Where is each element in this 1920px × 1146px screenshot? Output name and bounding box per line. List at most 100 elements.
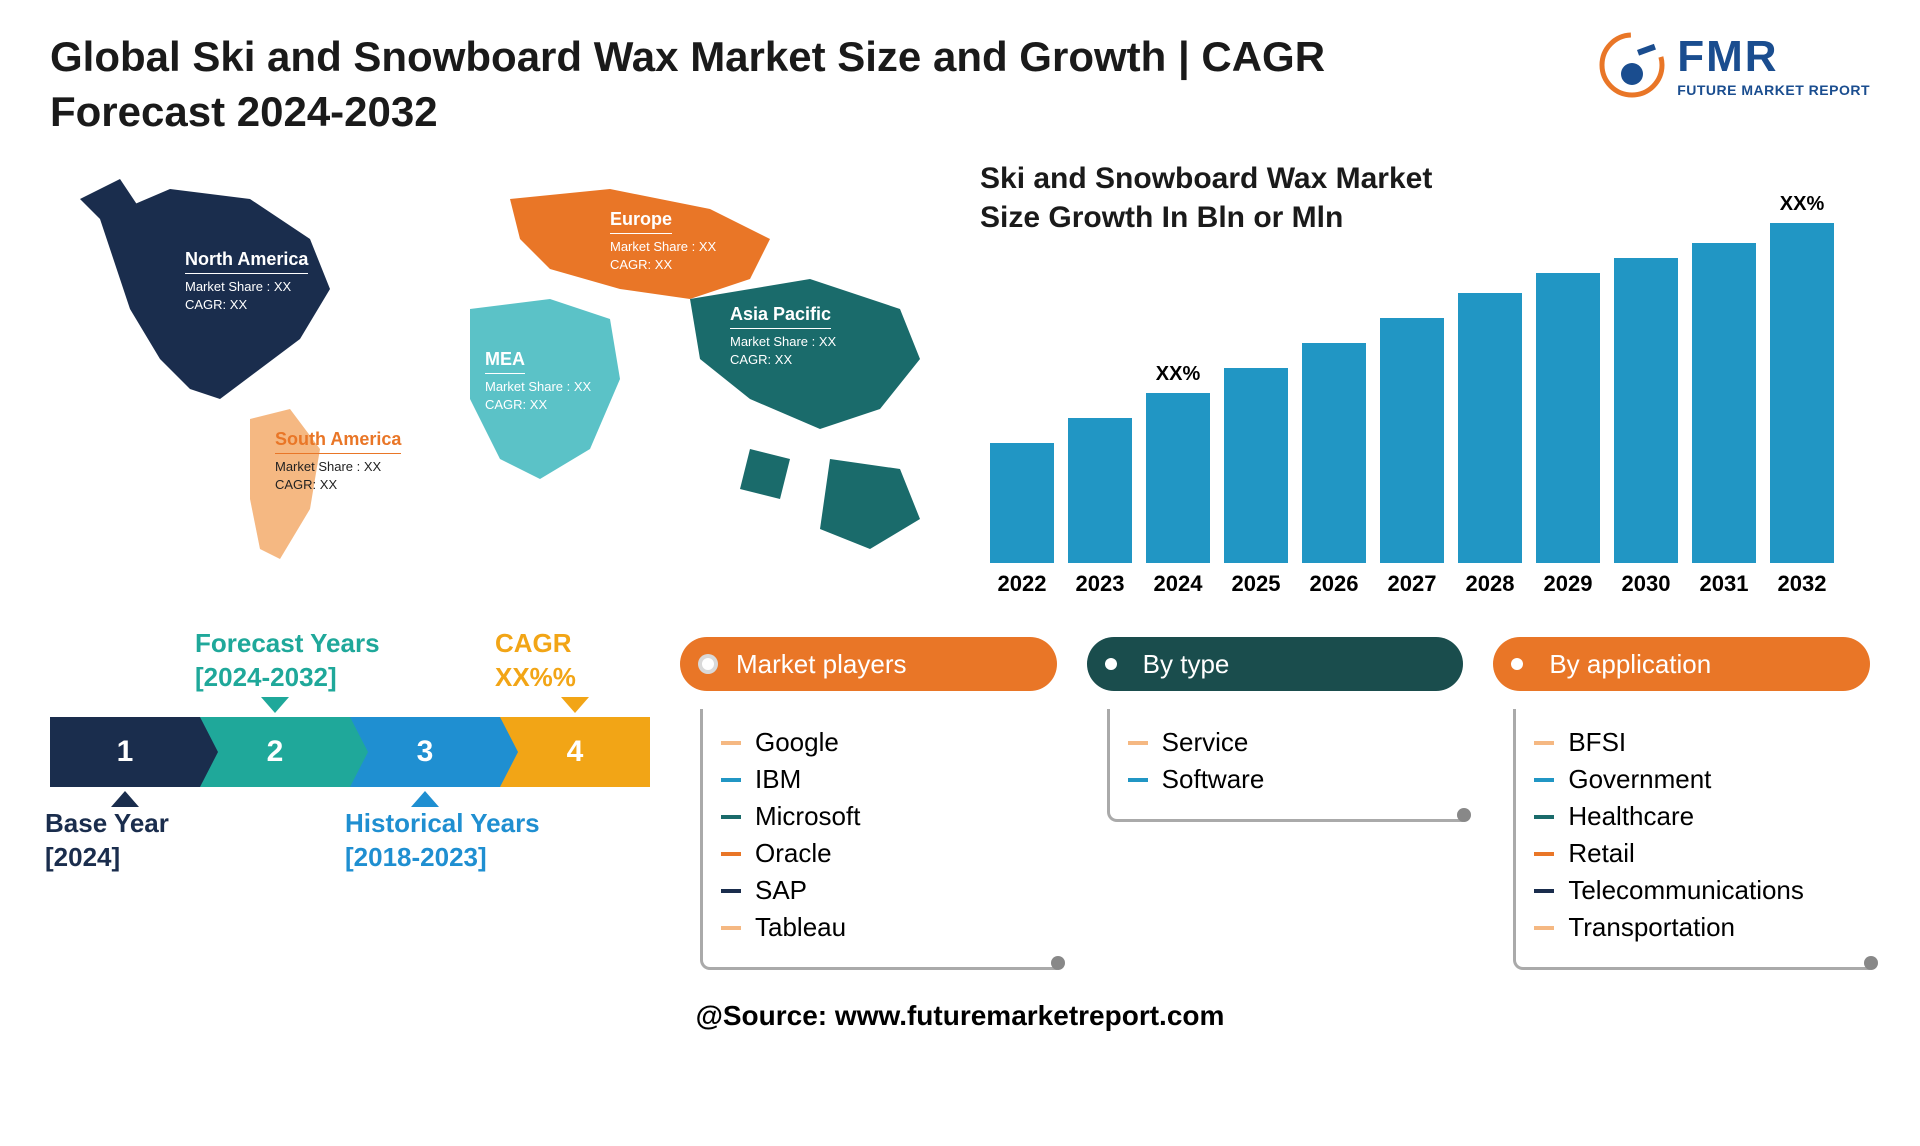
bar-year-label: 2023 — [1076, 571, 1125, 597]
list-item: Telecommunications — [1534, 875, 1870, 906]
bar-col: 2028 — [1458, 293, 1522, 597]
tick-icon — [721, 778, 741, 782]
timeline-label: Forecast Years[2024-2032] — [195, 627, 380, 695]
list-item-label: Transportation — [1568, 912, 1735, 943]
timeline-label: CAGRXX%% — [495, 627, 576, 695]
list-item: IBM — [721, 764, 1057, 795]
bar-annotation: XX% — [1780, 193, 1824, 216]
bar — [1458, 293, 1522, 563]
list-item: Retail — [1534, 838, 1870, 869]
timeline-arrow-icon — [111, 791, 139, 807]
by-type-section: By type Service Software — [1087, 637, 1464, 970]
list-item: SAP — [721, 875, 1057, 906]
bar-col: 2027 — [1380, 318, 1444, 597]
bar-year-label: 2030 — [1622, 571, 1671, 597]
bar — [1692, 243, 1756, 563]
tick-icon — [1534, 926, 1554, 930]
tick-icon — [1534, 778, 1554, 782]
bar: XX% — [1770, 223, 1834, 563]
timeline: 1234 Base Year[2024]Forecast Years[2024-… — [50, 637, 650, 970]
bar — [990, 443, 1054, 563]
list-item-label: Retail — [1568, 838, 1634, 869]
list-item: BFSI — [1534, 727, 1870, 758]
bar-year-label: 2031 — [1700, 571, 1749, 597]
bar-year-label: 2025 — [1232, 571, 1281, 597]
tick-icon — [721, 889, 741, 893]
bar-annotation: XX% — [1156, 363, 1200, 386]
timeline-segment: 4 — [500, 717, 650, 787]
bar-chart: Ski and Snowboard Wax Market Size Growth… — [980, 159, 1870, 597]
list-item-label: Google — [755, 727, 839, 758]
timeline-arrow-icon — [411, 791, 439, 807]
list-item-label: Oracle — [755, 838, 832, 869]
by-type-pill: By type — [1087, 637, 1464, 691]
market-players-section: Market players GoogleIBMMicrosoftOracleS… — [680, 637, 1057, 970]
bar-col: 2030 — [1614, 258, 1678, 597]
bar-year-label: 2027 — [1388, 571, 1437, 597]
logo-icon — [1597, 30, 1667, 100]
tick-icon — [1128, 778, 1148, 782]
list-item-label: Microsoft — [755, 801, 860, 832]
timeline-segment: 3 — [350, 717, 500, 787]
list-item: Government — [1534, 764, 1870, 795]
region-sa: South America Market Share : XX CAGR: XX — [275, 429, 401, 494]
logo-main-text: FMR — [1677, 32, 1870, 82]
bar — [1536, 273, 1600, 563]
tick-icon — [721, 741, 741, 745]
list-item-label: SAP — [755, 875, 807, 906]
bar-year-label: 2028 — [1466, 571, 1515, 597]
timeline-arrow-icon — [561, 697, 589, 713]
region-na: North America Market Share : XX CAGR: XX — [185, 249, 308, 314]
list-item-label: Software — [1162, 764, 1265, 795]
bar-year-label: 2026 — [1310, 571, 1359, 597]
timeline-segment: 1 — [50, 717, 200, 787]
bar — [1224, 368, 1288, 563]
timeline-segment: 2 — [200, 717, 350, 787]
bar-col: XX% 2032 — [1770, 223, 1834, 597]
bar — [1614, 258, 1678, 563]
tick-icon — [1534, 889, 1554, 893]
list-item-label: Healthcare — [1568, 801, 1694, 832]
bar-year-label: 2032 — [1778, 571, 1827, 597]
tick-icon — [721, 815, 741, 819]
bar — [1302, 343, 1366, 563]
region-ap: Asia Pacific Market Share : XX CAGR: XX — [730, 304, 836, 369]
bar-col: 2031 — [1692, 243, 1756, 597]
list-item-label: Service — [1162, 727, 1249, 758]
bar: XX% — [1146, 393, 1210, 563]
bar-year-label: 2029 — [1544, 571, 1593, 597]
bar-col: 2029 — [1536, 273, 1600, 597]
list-item: Microsoft — [721, 801, 1057, 832]
list-item: Transportation — [1534, 912, 1870, 943]
bar-col: XX% 2024 — [1146, 393, 1210, 597]
list-item-label: Government — [1568, 764, 1711, 795]
tick-icon — [1534, 815, 1554, 819]
bar-col: 2023 — [1068, 418, 1132, 597]
tick-icon — [1534, 852, 1554, 856]
region-eu: Europe Market Share : XX CAGR: XX — [610, 209, 716, 274]
list-item-label: BFSI — [1568, 727, 1626, 758]
list-item: Service — [1128, 727, 1464, 758]
source-text: @Source: www.futuremarketreport.com — [50, 1000, 1870, 1032]
timeline-label: Historical Years[2018-2023] — [345, 807, 540, 875]
region-mea: MEA Market Share : XX CAGR: XX — [485, 349, 591, 414]
bar — [1380, 318, 1444, 563]
bar-year-label: 2022 — [998, 571, 1047, 597]
list-item: Oracle — [721, 838, 1057, 869]
world-map: North America Market Share : XX CAGR: XX… — [50, 159, 950, 579]
bar-col: 2022 — [990, 443, 1054, 597]
tick-icon — [721, 852, 741, 856]
tick-icon — [1534, 741, 1554, 745]
list-item: Tableau — [721, 912, 1057, 943]
list-item: Software — [1128, 764, 1464, 795]
timeline-arrow-icon — [261, 697, 289, 713]
bar — [1068, 418, 1132, 563]
list-item: Healthcare — [1534, 801, 1870, 832]
bar-col: 2026 — [1302, 343, 1366, 597]
timeline-label: Base Year[2024] — [45, 807, 169, 875]
page-title: Global Ski and Snowboard Wax Market Size… — [50, 30, 1450, 139]
bar-year-label: 2024 — [1154, 571, 1203, 597]
chart-title: Ski and Snowboard Wax Market Size Growth… — [980, 159, 1480, 237]
list-item-label: Tableau — [755, 912, 846, 943]
logo-sub-text: FUTURE MARKET REPORT — [1677, 82, 1870, 98]
